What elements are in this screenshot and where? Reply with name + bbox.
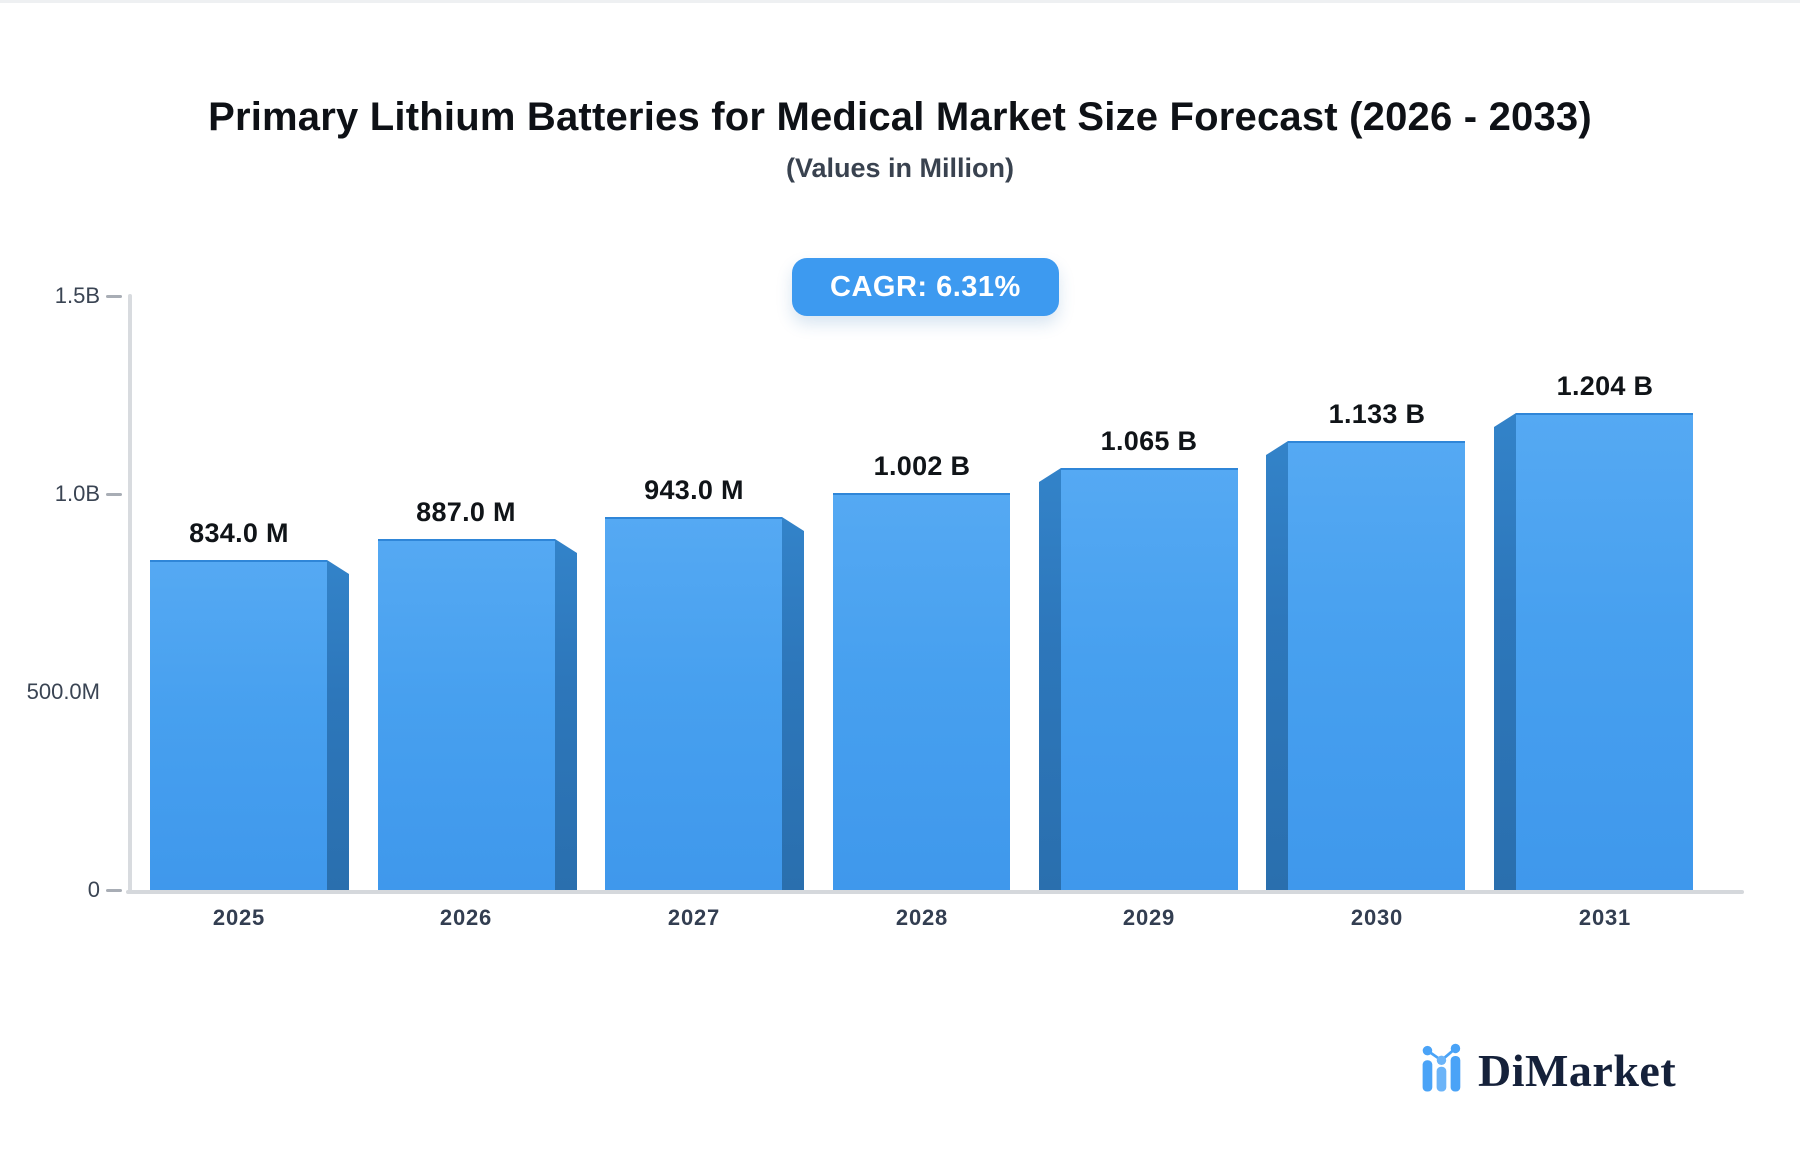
bar-value-label-2026: 887.0 M [416, 497, 516, 527]
y-axis-label-1.5B: 1.5B [54, 283, 100, 308]
bar-value-label-2025: 834.0 M [189, 518, 289, 548]
cagr-badge-label: CAGR: 6.31% [830, 270, 1021, 303]
y-axis-label-500.0M: 500.0M [26, 679, 100, 704]
x-axis-label-2028: 2028 [895, 905, 949, 930]
bar-value-label-2030: 1.133 B [1328, 399, 1426, 429]
bar-3d-side-2030 [1266, 441, 1288, 890]
y-axis-tick [106, 492, 122, 496]
bar-3d-side-2026 [555, 539, 577, 890]
bar-2030 [1288, 441, 1465, 890]
chart-subtitle: (Values in Million) [785, 153, 1015, 183]
bar-2025 [150, 560, 327, 890]
y-axis-label-0: 0 [87, 877, 100, 902]
bar-3d-side-2029 [1039, 468, 1061, 890]
x-axis-label-2026: 2026 [439, 905, 493, 930]
logo-text: DiMarket [1478, 1044, 1677, 1096]
bar-2027 [605, 517, 782, 890]
x-axis-line [126, 890, 1744, 894]
bar-value-label-2027: 943.0 M [644, 475, 744, 505]
x-axis-label-2030: 2030 [1350, 905, 1404, 930]
y-axis-tick [106, 888, 122, 892]
y-axis-tick [106, 294, 122, 298]
bar-2026 [378, 539, 555, 890]
bar-3d-side-2025 [327, 560, 349, 890]
cagr-badge: CAGR: 6.31% [792, 258, 1059, 316]
bar-3d-side-2027 [782, 517, 804, 890]
x-axis-label-2025: 2025 [212, 905, 266, 930]
bar-value-label-2029: 1.065 B [1100, 426, 1198, 456]
x-axis-label-2029: 2029 [1122, 905, 1176, 930]
x-axis-label-2027: 2027 [667, 905, 721, 930]
bar-2029 [1061, 468, 1238, 890]
mini-bar-chart-logo-icon [1422, 1043, 1461, 1092]
chart-title: Primary Lithium Batteries for Medical Ma… [208, 95, 1592, 139]
bar-value-label-2031: 1.204 B [1556, 371, 1654, 401]
y-axis-line [128, 294, 132, 894]
x-axis-label-2031: 2031 [1578, 905, 1632, 930]
dimarket-logo: DiMarket [1418, 1039, 1676, 1101]
bar-value-label-2028: 1.002 B [873, 451, 971, 481]
bar-3d-side-2031 [1494, 413, 1516, 890]
bar-2028 [833, 493, 1010, 890]
y-axis-label-1.0B: 1.0B [54, 481, 100, 506]
bar-2031 [1516, 413, 1693, 890]
